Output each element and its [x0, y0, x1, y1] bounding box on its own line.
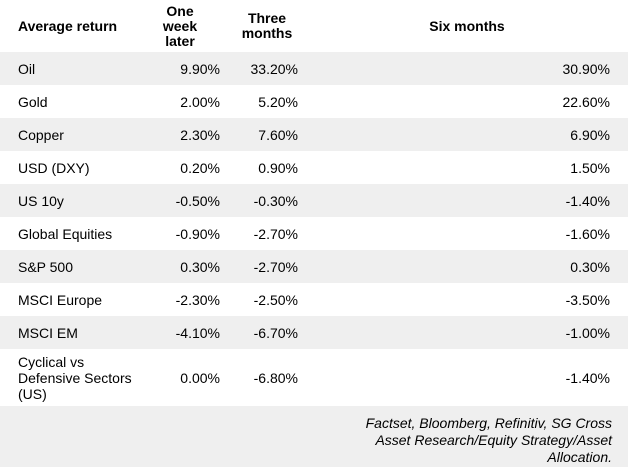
cell-one-week: 0.30% [180, 258, 220, 275]
cell-one-week: 9.90% [180, 60, 220, 77]
row-label: Global Equities [18, 225, 113, 242]
header-one-week-later: One week later [162, 2, 198, 49]
cell-six-months: 6.90% [570, 126, 610, 143]
row-label: Gold [18, 93, 48, 110]
table-row-msci-em: MSCI EM -4.10% -6.70% -1.00% [0, 316, 628, 349]
table-row-global-equities: Global Equities -0.90% -2.70% -1.60% [0, 217, 628, 250]
cell-six-months: -1.60% [565, 225, 610, 242]
cell-one-week: -0.90% [175, 225, 220, 242]
table-row-us-10y: US 10y -0.50% -0.30% -1.40% [0, 184, 628, 217]
row-label: Oil [18, 60, 36, 77]
cell-three-months: -2.50% [253, 291, 298, 308]
cell-three-months: 0.90% [258, 159, 298, 176]
cell-six-months: 30.90% [562, 60, 610, 77]
cell-three-months: -0.30% [253, 192, 298, 209]
cell-six-months: -1.40% [565, 192, 610, 209]
table-row-oil: Oil 9.90% 33.20% 30.90% [0, 52, 628, 85]
source-note: Factset, Bloomberg, Refinitiv, SG Cross … [0, 406, 628, 467]
header-three-months: Three months [241, 10, 293, 41]
cell-three-months: -2.70% [253, 258, 298, 275]
cell-one-week: 0.00% [180, 369, 220, 386]
cell-three-months: 5.20% [258, 93, 298, 110]
row-label: Copper [18, 126, 64, 143]
cell-three-months: 7.60% [258, 126, 298, 143]
table-row-usd-dxy: USD (DXY) 0.20% 0.90% 1.50% [0, 151, 628, 184]
cell-one-week: -4.10% [175, 324, 220, 341]
cell-three-months: -6.70% [253, 324, 298, 341]
row-label: US 10y [18, 192, 64, 209]
cell-three-months: -6.80% [253, 369, 298, 386]
row-label: USD (DXY) [18, 159, 90, 176]
table-row-msci-europe: MSCI Europe -2.30% -2.50% -3.50% [0, 283, 628, 316]
cell-one-week: 2.30% [180, 126, 220, 143]
cell-six-months: 22.60% [562, 93, 610, 110]
cell-one-week: -0.50% [175, 192, 220, 209]
cell-six-months: -1.00% [565, 324, 610, 341]
cell-six-months: -3.50% [565, 291, 610, 308]
table-row-gold: Gold 2.00% 5.20% 22.60% [0, 85, 628, 118]
cell-one-week: 2.00% [180, 93, 220, 110]
cell-one-week: 0.20% [180, 159, 220, 176]
cell-three-months: -2.70% [253, 225, 298, 242]
row-label: S&P 500 [18, 258, 74, 275]
cell-six-months: 0.30% [570, 258, 610, 275]
cell-six-months: 1.50% [570, 159, 610, 176]
table-row-copper: Copper 2.30% 7.60% 6.90% [0, 118, 628, 151]
header-average-return: Average return [18, 17, 118, 34]
cell-one-week: -2.30% [175, 291, 220, 308]
cell-six-months: -1.40% [565, 369, 610, 386]
table-row-cyclical-vs-defensive: Cyclical vs Defensive Sectors (US) 0.00%… [0, 349, 628, 406]
cell-three-months: 33.20% [250, 60, 298, 77]
header-six-months: Six months [429, 17, 505, 34]
row-label: Cyclical vs Defensive Sectors (US) [18, 353, 132, 402]
table-header-row: Average return One week later Three mont… [0, 0, 628, 52]
row-label: MSCI EM [18, 324, 78, 341]
table-row-sp-500: S&P 500 0.30% -2.70% 0.30% [0, 250, 628, 283]
row-label: MSCI Europe [18, 291, 103, 308]
